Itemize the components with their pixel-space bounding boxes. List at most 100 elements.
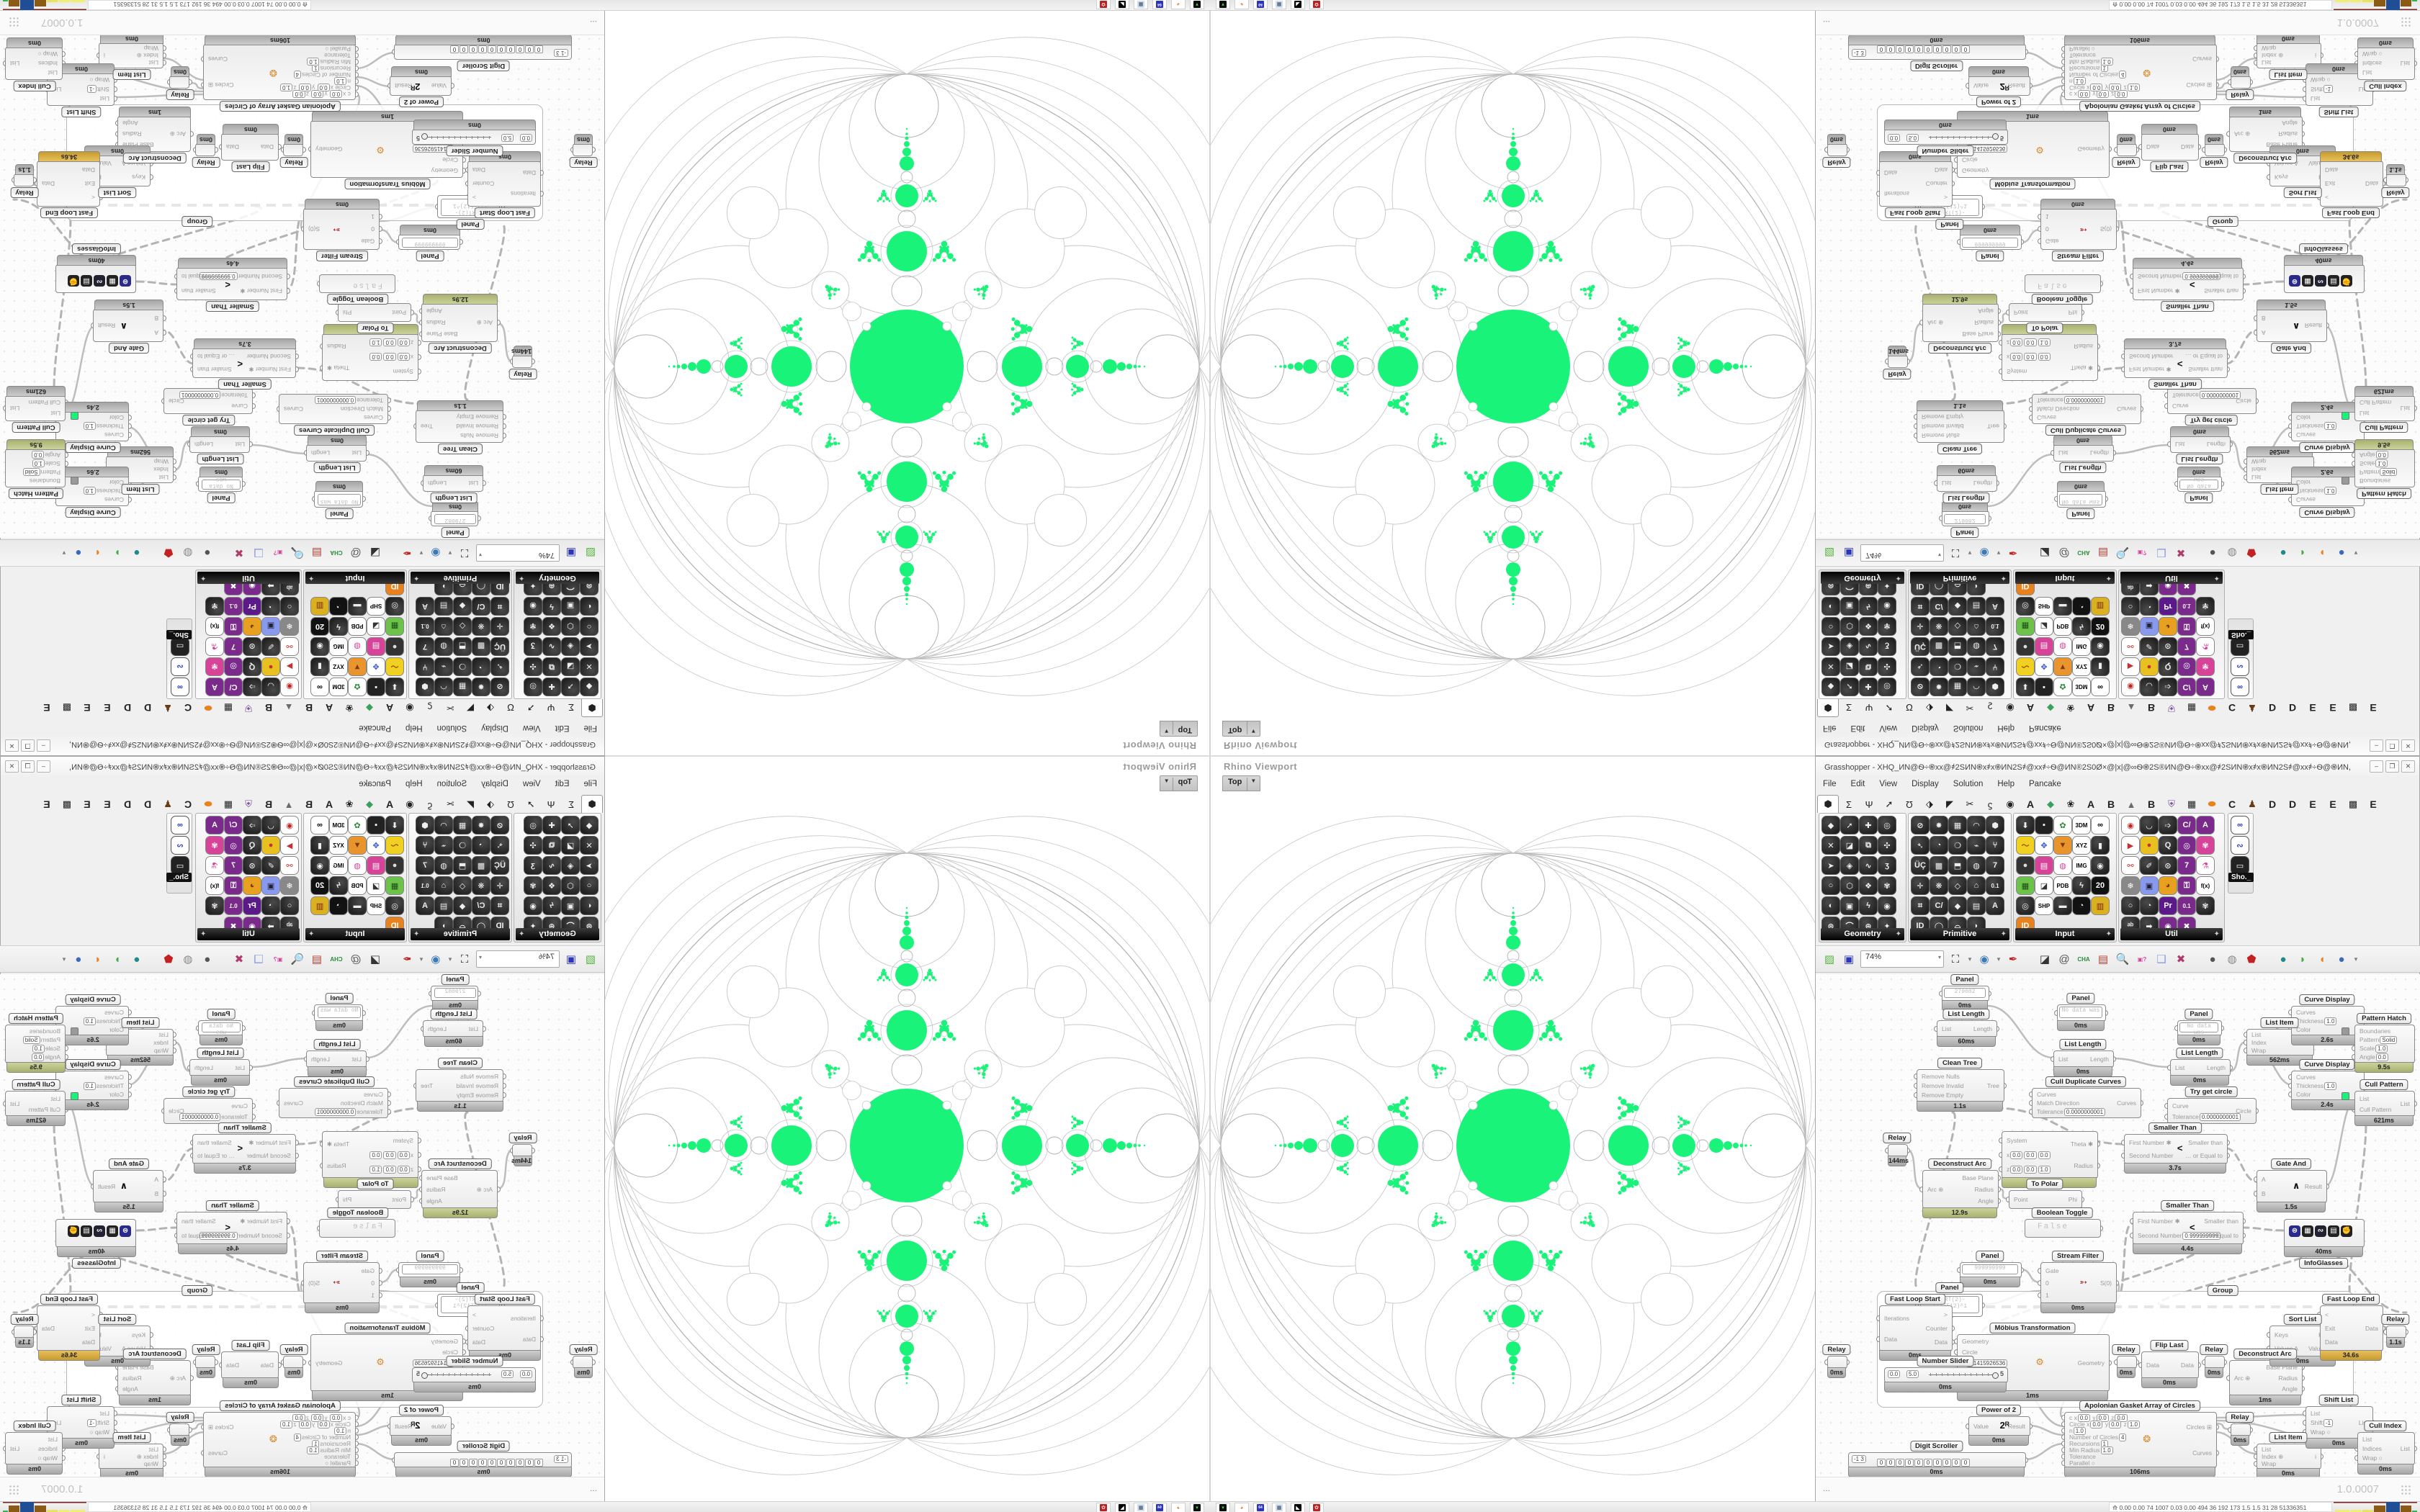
component-icon-[interactable]: ⬡	[1840, 617, 1859, 636]
component-icon-[interactable]: ✛	[1911, 617, 1930, 636]
component-icon-[interactable]: ⚯	[2121, 637, 2140, 656]
component-icon-[interactable]: ◇	[453, 617, 472, 636]
tab-[interactable]: ➚	[526, 798, 535, 809]
component-icon-[interactable]: ⧉	[542, 657, 561, 676]
status-ellipsis[interactable]: ...	[1823, 1483, 1831, 1493]
gh-node-fast-loop-end[interactable]: < Exit Data Data	[37, 1305, 100, 1351]
tab-e[interactable]: E	[104, 702, 111, 714]
component-icon-[interactable]: 〜	[385, 657, 404, 676]
component-icon-[interactable]: ◎	[2177, 657, 2196, 676]
drive-app-icon[interactable]: ▾	[1216, 0, 1230, 9]
component-icon-[interactable]: ▤	[434, 597, 453, 616]
component-icon-[interactable]: ◔	[1930, 836, 1948, 855]
panel-expand-icon[interactable]: ✦	[2000, 574, 2007, 582]
gh-node-list-length[interactable]: List Length	[1937, 1020, 1997, 1038]
component-icon-[interactable]: ⚿	[2177, 617, 2196, 636]
menu-help[interactable]: Help	[405, 780, 423, 788]
component-icon-[interactable]: ✥	[367, 657, 385, 676]
tab-[interactable]: Ʊ	[507, 798, 514, 810]
component-icon-[interactable]: ◕	[243, 617, 261, 636]
component-icon-[interactable]: ●	[261, 836, 280, 855]
tab-e[interactable]: E	[43, 798, 50, 810]
gh-node-flip-last[interactable]: Data Data	[221, 1351, 279, 1379]
component-icon-[interactable]: ◉	[524, 896, 542, 915]
gh-node-smaller-than[interactable]: First Number ✱ Second Number Smaller than……	[2124, 348, 2228, 378]
tab-[interactable]: ▩	[2348, 798, 2358, 809]
component-icon-[interactable]: ◔	[2140, 896, 2159, 915]
infoglasses-icon[interactable]: ⊜	[2289, 1225, 2300, 1237]
calculator-app-icon[interactable]: ▦	[1134, 0, 1148, 9]
component-icon-[interactable]: ▩	[472, 856, 490, 875]
component-icon-[interactable]: ◆	[453, 896, 472, 915]
component-icon-[interactable]: ⬇	[2016, 678, 2035, 696]
cha-recycle-icon[interactable]: CHA	[2077, 549, 2090, 557]
gh-node-relay[interactable]	[512, 355, 532, 368]
gh-node-power-of-2[interactable]: Value Result	[390, 76, 452, 96]
component-icon-[interactable]: ➤	[1821, 856, 1840, 875]
dropdown-icon[interactable]: ▾	[1996, 549, 2001, 557]
component-icon-[interactable]: ➤	[580, 856, 599, 875]
component-icon-[interactable]: ○	[1821, 876, 1840, 895]
tab-c[interactable]: C	[184, 702, 192, 714]
menu-edit[interactable]: Edit	[1850, 724, 1865, 732]
box-display-icon[interactable]: ◪	[2039, 953, 2051, 966]
component-icon-[interactable]: ⊘	[1911, 816, 1930, 834]
component-icon-[interactable]: ⬇	[2016, 816, 2035, 834]
component-icon-[interactable]: ∿	[1859, 856, 1878, 875]
component-icon-[interactable]: ▣	[561, 597, 580, 616]
infoglasses-icon[interactable]: ∾	[2315, 1225, 2326, 1237]
component-icon-[interactable]: ◎	[385, 896, 404, 915]
tab-[interactable]: ◆	[2047, 798, 2054, 809]
panel-label-primitive[interactable]: Primitive ✦	[1910, 928, 2009, 940]
component-icon-[interactable]: ◇	[1948, 617, 1967, 636]
doc-export-icon[interactable]: ▤	[2097, 953, 2109, 966]
component-icon-[interactable]: ÜÇ	[490, 856, 509, 875]
dropdown-icon[interactable]: ▾	[62, 955, 66, 963]
tab-[interactable]: ▦	[2187, 703, 2197, 714]
component-icon-[interactable]: ✾	[1878, 876, 1896, 895]
panel-expand-icon[interactable]: ✦	[519, 574, 525, 582]
component-icon-[interactable]: ∿	[542, 637, 561, 656]
tab-[interactable]: ⬢	[1817, 699, 1839, 717]
component-icon-[interactable]: ◎	[2177, 836, 2196, 855]
search-s-icon[interactable]: 🔍	[290, 546, 305, 559]
ball-blue-icon[interactable]: ●	[75, 953, 82, 966]
infoglasses-icon[interactable]: ▤	[2328, 1225, 2339, 1237]
gh-node-flip-last[interactable]: Data Data	[221, 133, 279, 161]
component-icon-[interactable]: ✛	[1911, 876, 1930, 895]
dropdown-icon[interactable]: ▾	[419, 955, 424, 963]
sketch-pen-icon[interactable]: ✒	[2008, 546, 2018, 559]
panel-label-input[interactable]: Input ✦	[305, 572, 405, 584]
component-icon-[interactable]: ●	[2140, 657, 2159, 676]
dropdown-icon[interactable]: ▾	[2354, 549, 2358, 557]
gh-node-list-length[interactable]: List Length	[2170, 1059, 2231, 1076]
gh-node-clean-tree[interactable]: Remove Nulls Remove Invalid Remove Empty Tr…	[416, 410, 503, 443]
panel-expand-icon[interactable]: ✦	[1895, 930, 1901, 938]
tab-b[interactable]: B	[2147, 702, 2156, 714]
component-icon-[interactable]: ○	[2121, 896, 2140, 915]
dropdown-icon[interactable]: ▾	[448, 549, 452, 557]
plugin-icon[interactable]: ∾	[171, 836, 189, 855]
component-icon-[interactable]: ⌁	[434, 836, 453, 855]
gh-node-smaller-than[interactable]: First Number ✱ Second Number Smaller than……	[2124, 1134, 2228, 1164]
tab-[interactable]: Ψ	[1865, 798, 1873, 810]
component-icon-a[interactable]: A	[2196, 816, 2215, 834]
component-icon-3dm[interactable]: 3DM	[2072, 816, 2091, 834]
component-icon-[interactable]: ▣	[2140, 876, 2159, 895]
component-icon-[interactable]: ✿	[348, 678, 367, 696]
menu-file[interactable]: File	[583, 780, 597, 788]
component-icon-[interactable]: ✾	[205, 896, 224, 915]
ball-teal-icon[interactable]: ●	[2280, 953, 2287, 966]
component-icon-[interactable]: ✚	[542, 678, 561, 696]
component-icon-[interactable]: ⌁	[1967, 836, 1986, 855]
component-icon-[interactable]: ◔	[2072, 597, 2091, 616]
component-icon-[interactable]: ✾	[2196, 896, 2215, 915]
component-icon-[interactable]: ▥	[310, 896, 329, 915]
doc-export-icon[interactable]: ▤	[311, 953, 323, 966]
chevron-down-icon[interactable]: ▾	[479, 552, 483, 558]
gh-node-deconstruct-arc[interactable]: Arc ⊕ Base Plane Radius Angle	[1922, 1170, 1999, 1209]
